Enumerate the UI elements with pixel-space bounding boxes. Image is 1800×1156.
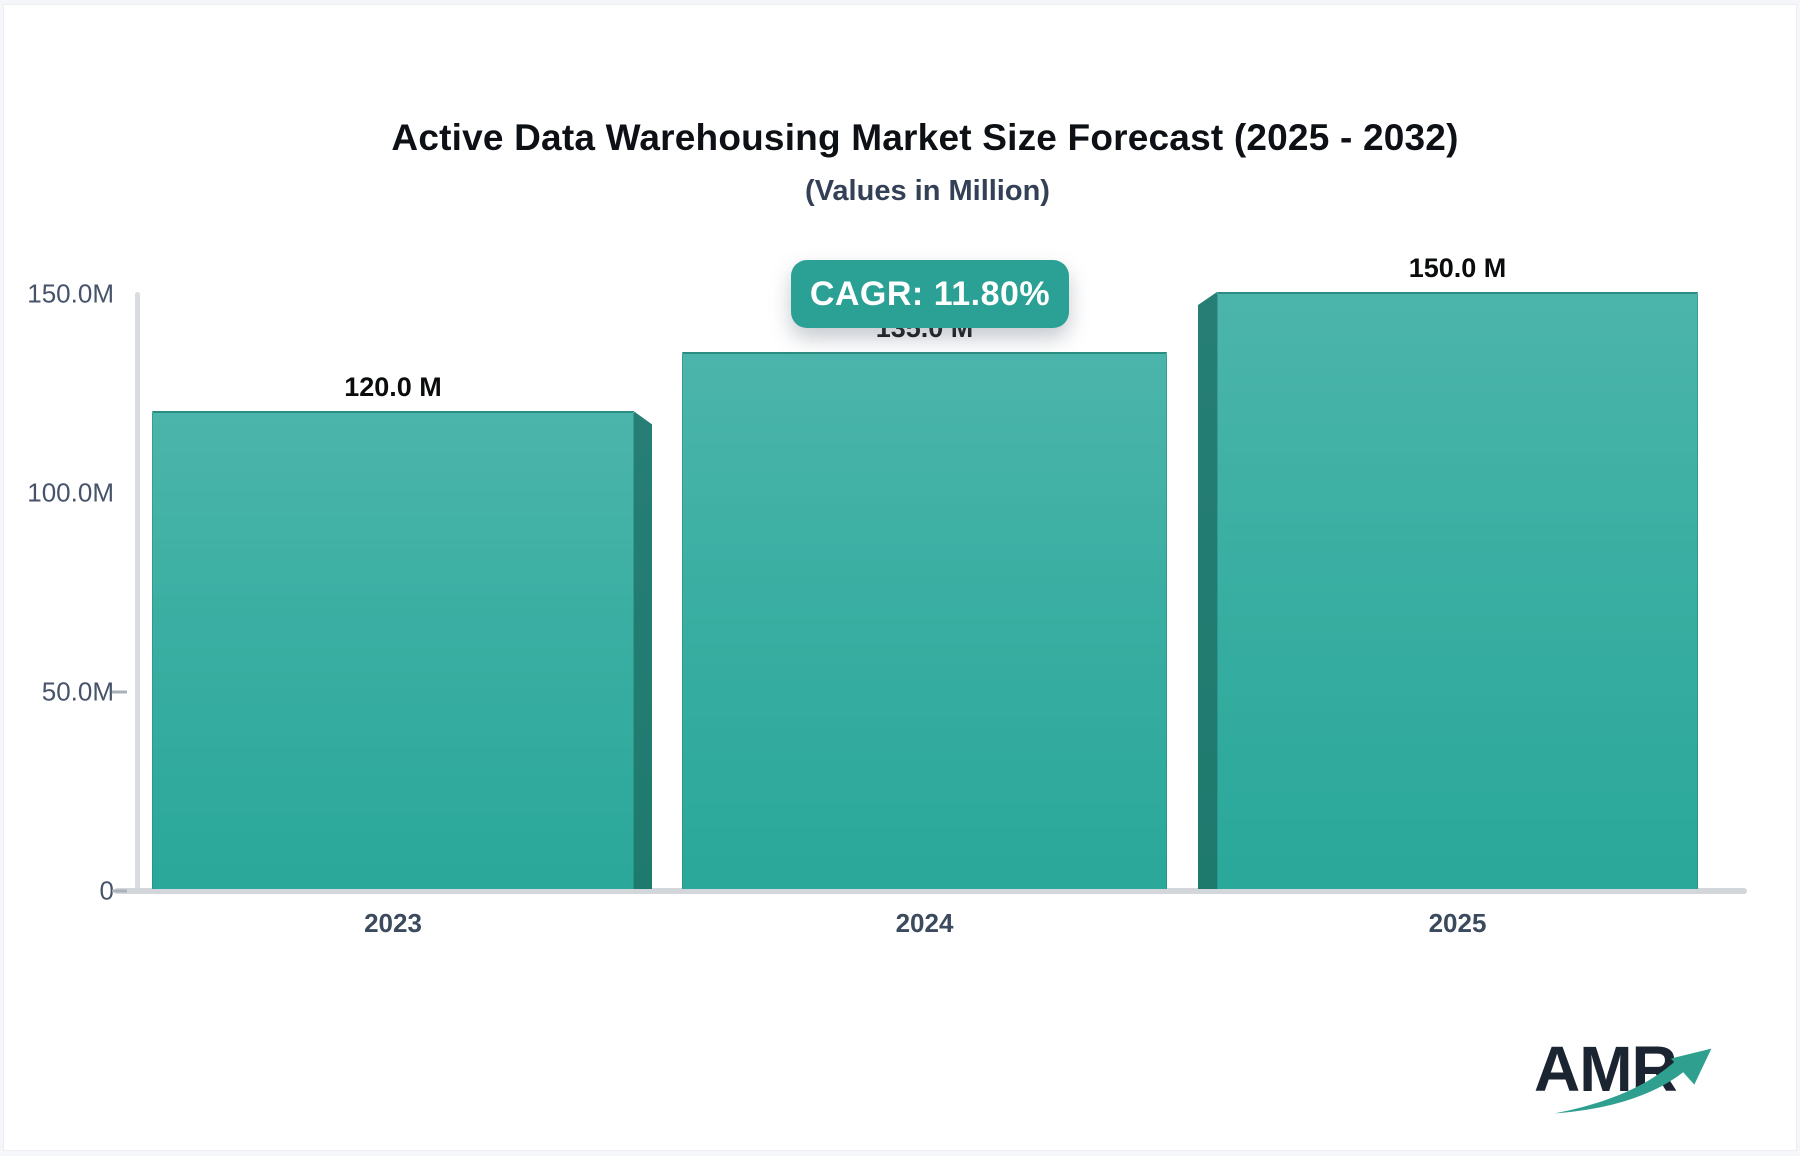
- bar-value-label: 150.0 M: [1408, 253, 1507, 283]
- bar-2023: [152, 411, 634, 889]
- growth-arrow-icon: [1554, 1048, 1712, 1114]
- chart-card: Active Data Warehousing Market Size Fore…: [3, 4, 1797, 1151]
- bar-3d-side-2023: [634, 411, 652, 889]
- y-tick-label: 0: [99, 875, 114, 906]
- bar-3d-side-2025: [1198, 292, 1217, 889]
- cagr-badge-label: CAGR: 11.80%: [809, 274, 1051, 313]
- bar-value-label: 120.0 M: [344, 372, 442, 403]
- y-tick-label: 150.0M: [27, 278, 114, 309]
- x-axis-baseline: [114, 888, 1747, 894]
- y-tick-mark: [112, 690, 127, 694]
- x-tick-label: 2023: [364, 908, 422, 938]
- y-axis-line: [135, 292, 140, 891]
- bar-2024: [682, 351, 1167, 889]
- bar-2025: [1217, 292, 1698, 889]
- amr-logo-text: AMR: [1534, 1033, 1678, 1105]
- y-tick-label: 100.0M: [27, 477, 114, 508]
- cagr-badge: CAGR: 11.80%: [791, 260, 1069, 328]
- y-tick-label: 50.0M: [41, 676, 114, 707]
- y-tick-mark: [112, 889, 127, 893]
- x-tick-label: 2025: [1428, 908, 1487, 938]
- x-tick-label: 2024: [895, 908, 954, 938]
- amr-logo: AMR: [1534, 1037, 1754, 1127]
- chart-title: Active Data Warehousing Market Size Fore…: [391, 117, 1459, 158]
- chart-subtitle: (Values in Million): [805, 175, 1050, 207]
